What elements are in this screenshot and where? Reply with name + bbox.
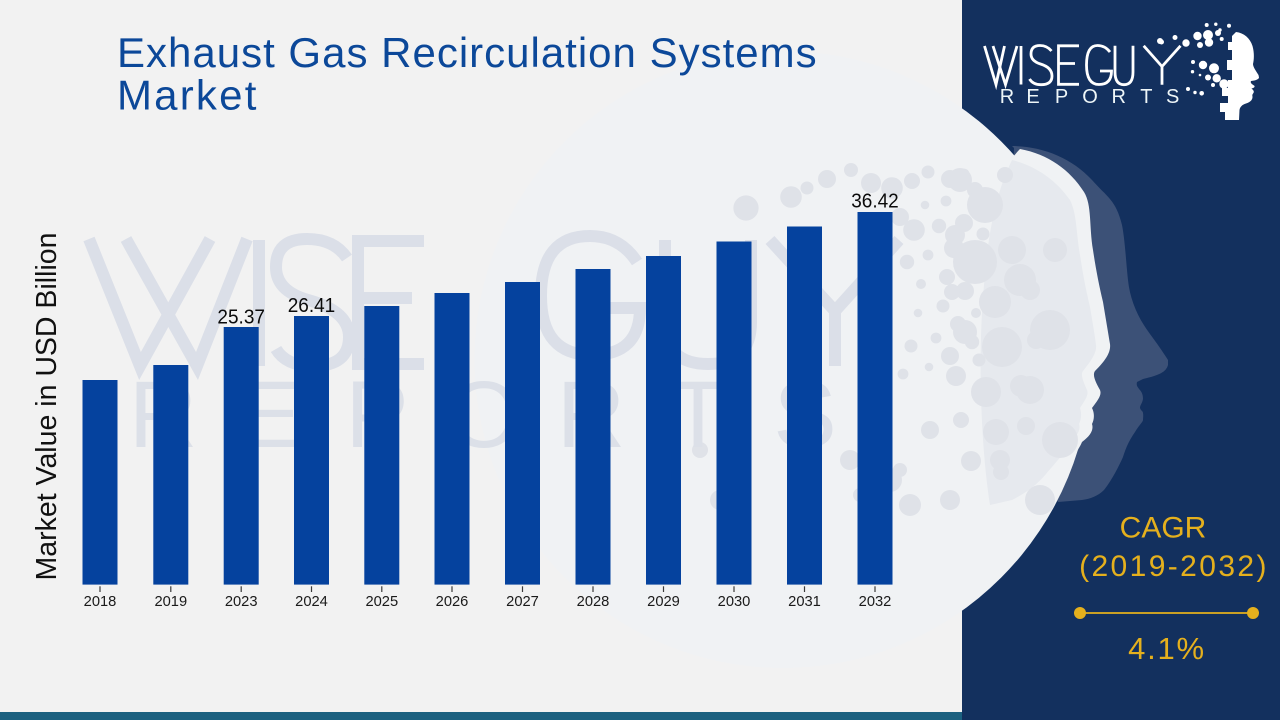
svg-text:2024: 2024 — [295, 594, 328, 610]
svg-text:P: P — [1055, 86, 1068, 108]
svg-text:2030: 2030 — [718, 594, 751, 610]
svg-text:Market: Market — [117, 72, 259, 119]
svg-text:2023: 2023 — [225, 594, 258, 610]
svg-text:S: S — [1166, 86, 1179, 108]
svg-text:4.1%: 4.1% — [1128, 631, 1206, 666]
svg-text:2026: 2026 — [436, 594, 469, 610]
svg-text:Market Value in USD Billion: Market Value in USD Billion — [31, 233, 63, 581]
svg-text:2019: 2019 — [154, 594, 187, 610]
svg-text:Exhaust Gas Recirculation Syst: Exhaust Gas Recirculation Systems — [117, 29, 818, 76]
svg-text:26.41: 26.41 — [288, 294, 336, 317]
svg-text:T: T — [1140, 86, 1152, 108]
svg-text:2032: 2032 — [859, 594, 892, 610]
svg-text:R: R — [1000, 86, 1014, 108]
svg-text:R: R — [1111, 86, 1125, 108]
svg-text:(2019-2032): (2019-2032) — [1079, 550, 1269, 583]
svg-text:2025: 2025 — [365, 594, 398, 610]
svg-text:E: E — [1026, 86, 1039, 108]
svg-text:2028: 2028 — [577, 594, 610, 610]
svg-text:2027: 2027 — [506, 594, 539, 610]
svg-text:2029: 2029 — [647, 594, 680, 610]
svg-text:2018: 2018 — [84, 594, 117, 610]
svg-text:36.42: 36.42 — [851, 190, 899, 213]
svg-text:25.37: 25.37 — [217, 306, 265, 329]
svg-text:CAGR: CAGR — [1120, 512, 1207, 545]
svg-text:2031: 2031 — [788, 594, 821, 610]
svg-text:O: O — [1082, 86, 1098, 108]
